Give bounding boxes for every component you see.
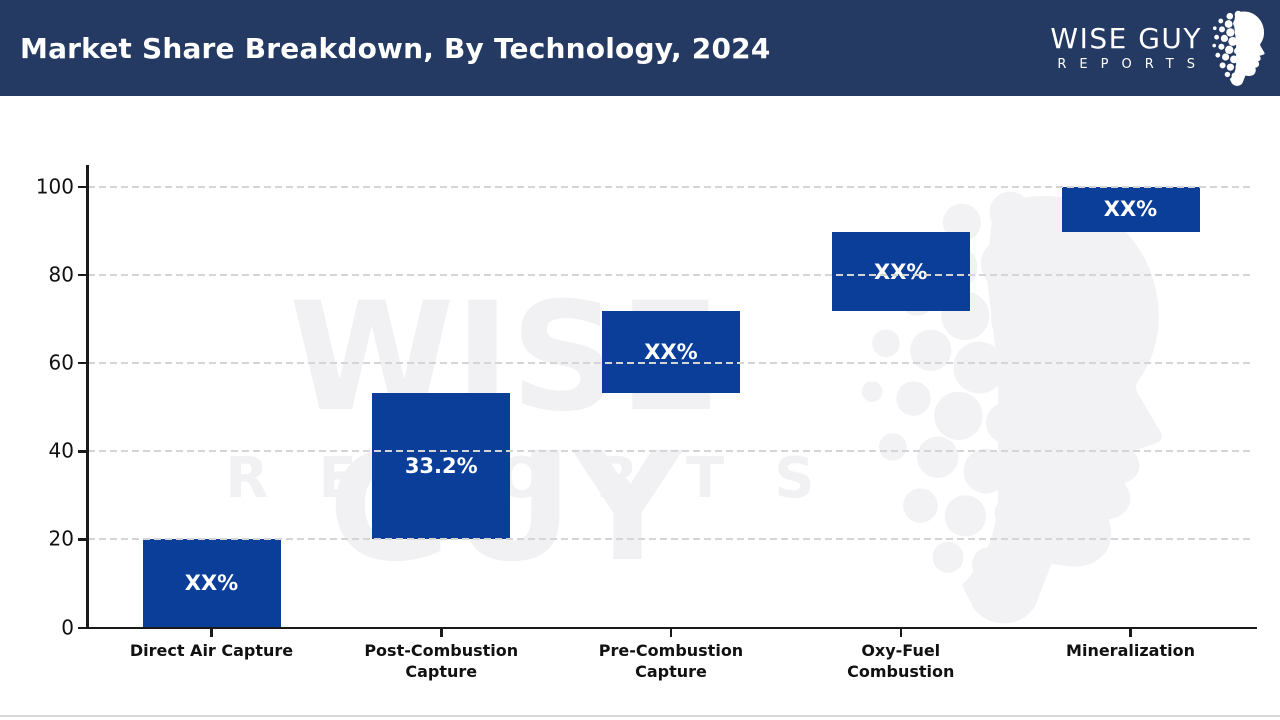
bar: XX% (602, 311, 740, 393)
y-axis-line (86, 165, 89, 629)
wise-guy-logo: WISE GUY REPORTS (1044, 9, 1270, 87)
y-tick-mark (78, 185, 86, 188)
gridline (88, 273, 1253, 276)
y-tick-mark (78, 626, 86, 629)
bar-value-label: XX% (1103, 197, 1158, 222)
bar: 33.2% (372, 392, 511, 540)
bar: XX% (1061, 186, 1200, 232)
y-tick-mark (78, 538, 86, 541)
page-title: Market Share Breakdown, By Technology, 2… (20, 31, 771, 65)
bar: XX% (142, 539, 281, 628)
header: Market Share Breakdown, By Technology, 2… (0, 0, 1280, 96)
gridline (88, 538, 1253, 541)
bar-value-label: 33.2% (404, 454, 478, 479)
y-axis-tick-label: 100 (35, 174, 74, 199)
face-profile-icon (1210, 9, 1270, 87)
bar: XX% (831, 231, 970, 312)
x-tick-mark (440, 629, 443, 637)
y-axis-tick-label: 80 (48, 262, 74, 287)
x-tick-mark (1129, 629, 1132, 637)
y-axis-tick-label: 60 (48, 350, 74, 375)
logo-subname: REPORTS (1057, 56, 1208, 72)
y-axis-tick-label: 40 (48, 438, 74, 463)
bar-value-label: XX% (184, 571, 239, 596)
bar-value-label: XX% (874, 259, 928, 284)
bottom-divider (0, 715, 1280, 717)
x-tick-mark (210, 629, 213, 637)
logo-text: WISE GUY REPORTS (1044, 22, 1208, 72)
y-tick-mark (78, 361, 86, 365)
gridline (88, 361, 1253, 364)
x-tick-mark (669, 629, 673, 637)
x-axis-tick-label: Pre-Combustion Capture (598, 641, 744, 681)
y-tick-mark (78, 273, 86, 277)
gridline (88, 450, 1253, 453)
logo-name: WISE GUY (1050, 22, 1202, 56)
watermark-text-secondary: REPORTS (225, 446, 865, 511)
gridline (88, 185, 1253, 188)
x-axis-tick-label: Direct Air Capture (129, 641, 294, 660)
x-axis-tick-label: Post-Combustion Capture (364, 641, 519, 681)
x-tick-mark (899, 629, 902, 637)
y-axis-tick-label: 20 (48, 526, 74, 551)
x-axis-line (85, 626, 1257, 629)
x-axis-tick-label: Mineralization (1066, 641, 1195, 660)
bar-value-label: XX% (644, 340, 698, 365)
y-axis-tick-label: 0 (61, 615, 74, 640)
x-axis-tick-label: Oxy-Fuel Combustion (847, 641, 955, 681)
y-tick-mark (78, 450, 86, 453)
